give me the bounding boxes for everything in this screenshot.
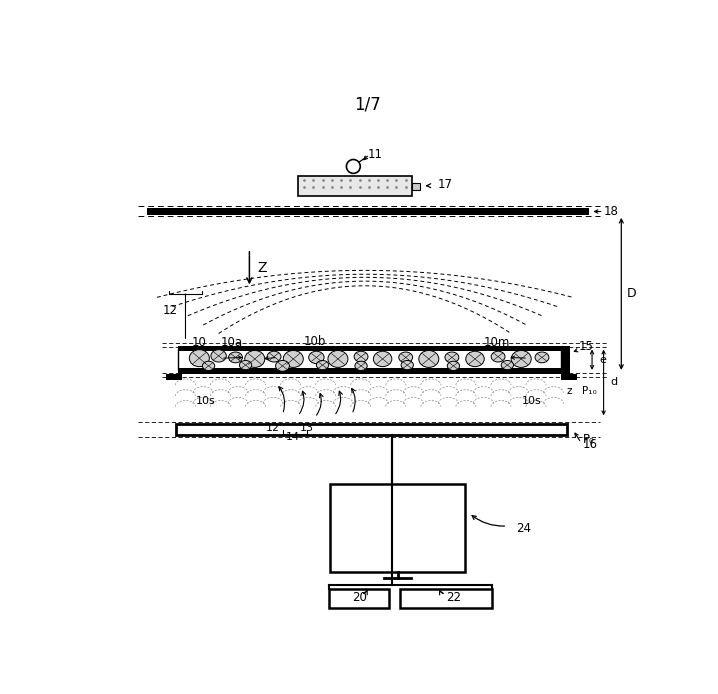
Bar (412, 183, 419, 189)
Text: 10m: 10m (484, 335, 510, 348)
Text: P₁₀: P₁₀ (582, 385, 597, 396)
Text: 14: 14 (286, 432, 300, 443)
Ellipse shape (276, 360, 289, 371)
Ellipse shape (466, 351, 484, 366)
Bar (178, 369, 561, 373)
Text: 22: 22 (446, 591, 461, 604)
Text: z: z (567, 385, 572, 396)
Ellipse shape (401, 360, 414, 370)
Ellipse shape (317, 360, 329, 370)
Ellipse shape (228, 352, 243, 363)
Text: 16: 16 (583, 438, 598, 451)
Text: P₀: P₀ (583, 432, 595, 446)
Ellipse shape (309, 351, 324, 364)
Bar (561, 373, 577, 380)
Circle shape (346, 160, 360, 174)
Ellipse shape (501, 360, 513, 370)
Bar (561, 346, 571, 373)
Ellipse shape (284, 350, 303, 367)
Ellipse shape (245, 350, 265, 367)
Text: 13: 13 (300, 423, 314, 433)
Ellipse shape (354, 351, 368, 362)
Bar (399, 589, 492, 608)
Text: 12': 12' (266, 423, 284, 433)
Ellipse shape (535, 352, 549, 363)
Text: 15: 15 (579, 340, 594, 353)
Ellipse shape (445, 352, 459, 363)
Text: e: e (600, 355, 606, 365)
Ellipse shape (511, 350, 531, 367)
Ellipse shape (398, 352, 413, 363)
Text: Z: Z (258, 261, 267, 275)
Ellipse shape (267, 351, 281, 362)
Text: 12: 12 (162, 304, 177, 317)
Ellipse shape (190, 350, 210, 366)
Text: 10s: 10s (195, 396, 215, 406)
Text: d: d (611, 378, 618, 387)
Bar (329, 589, 388, 608)
Bar (178, 349, 561, 371)
Bar (298, 176, 412, 196)
Text: 17: 17 (438, 178, 453, 191)
Text: 10b: 10b (304, 335, 326, 348)
Bar (167, 373, 182, 380)
Ellipse shape (447, 362, 460, 371)
Ellipse shape (328, 350, 348, 367)
Text: 11: 11 (368, 148, 383, 160)
Ellipse shape (211, 350, 226, 362)
Ellipse shape (491, 351, 505, 362)
Text: D: D (627, 287, 636, 301)
Ellipse shape (239, 360, 252, 370)
Bar (147, 208, 589, 215)
Bar (178, 346, 561, 351)
Bar (176, 425, 567, 435)
Ellipse shape (202, 362, 215, 371)
Ellipse shape (419, 350, 439, 367)
Text: 20: 20 (352, 591, 367, 604)
Bar (330, 484, 465, 573)
Text: 10s: 10s (522, 396, 542, 406)
Text: 18: 18 (604, 205, 618, 218)
Text: 1/7: 1/7 (355, 96, 381, 114)
Text: 10: 10 (192, 337, 207, 349)
Ellipse shape (373, 351, 392, 366)
Ellipse shape (355, 362, 367, 371)
Text: 24: 24 (516, 522, 531, 535)
Text: 10a: 10a (220, 335, 243, 348)
